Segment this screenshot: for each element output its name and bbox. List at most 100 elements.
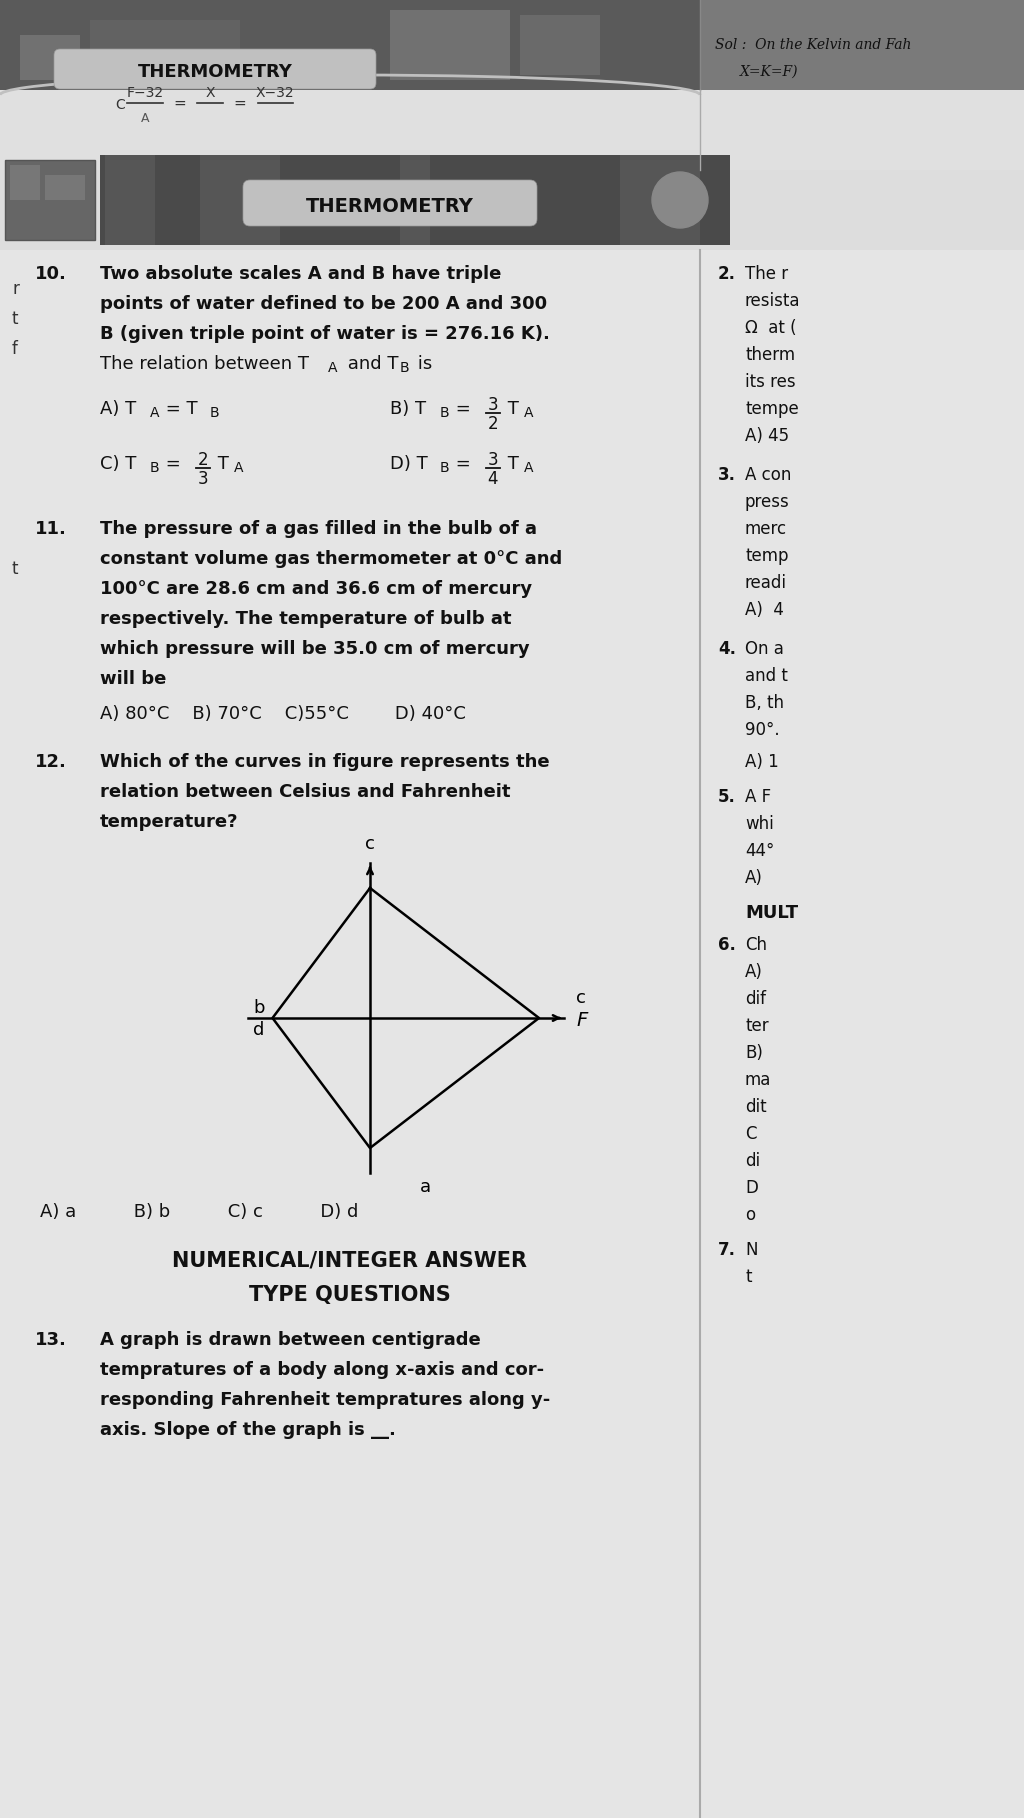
- Text: A: A: [150, 405, 160, 420]
- Bar: [0, 251, 1024, 1818]
- Text: X: X: [205, 85, 215, 100]
- Text: B: B: [210, 405, 219, 420]
- Text: A graph is drawn between centigrade: A graph is drawn between centigrade: [100, 1331, 480, 1349]
- Text: a: a: [420, 1178, 431, 1196]
- Text: press: press: [745, 493, 790, 511]
- Text: temperature?: temperature?: [100, 813, 239, 831]
- Text: A) a          B) b          C) c          D) d: A) a B) b C) c D) d: [40, 1204, 358, 1222]
- Text: c: c: [366, 834, 375, 853]
- Text: B, th: B, th: [745, 694, 784, 713]
- Text: F: F: [575, 1011, 587, 1031]
- Bar: [5, 160, 95, 240]
- Bar: [90, 20, 240, 80]
- Text: T: T: [502, 400, 519, 418]
- Text: =: =: [160, 454, 186, 473]
- Text: A con: A con: [745, 465, 792, 484]
- Text: 13.: 13.: [35, 1331, 67, 1349]
- FancyBboxPatch shape: [243, 180, 537, 225]
- Text: Sol :  On the Kelvin and Fah: Sol : On the Kelvin and Fah: [715, 38, 911, 53]
- Text: therm: therm: [745, 345, 795, 364]
- Text: 2: 2: [487, 415, 499, 433]
- Text: =: =: [450, 454, 476, 473]
- Text: 90°.: 90°.: [745, 722, 779, 738]
- Text: B: B: [150, 462, 160, 474]
- Text: Which of the curves in figure represents the: Which of the curves in figure represents…: [100, 753, 550, 771]
- Text: constant volume gas thermometer at 0°C and: constant volume gas thermometer at 0°C a…: [100, 551, 562, 567]
- Text: =: =: [174, 96, 186, 111]
- Text: A F: A F: [745, 787, 771, 805]
- Text: Two absolute scales A and B have triple: Two absolute scales A and B have triple: [100, 265, 502, 284]
- Text: tempe: tempe: [745, 400, 799, 418]
- Bar: [520, 15, 600, 75]
- Text: On a: On a: [745, 640, 784, 658]
- Circle shape: [652, 173, 708, 227]
- Text: =: =: [233, 96, 247, 111]
- Text: will be: will be: [100, 671, 166, 687]
- Bar: [400, 155, 430, 245]
- Text: 2: 2: [198, 451, 208, 469]
- Text: B) T: B) T: [390, 400, 426, 418]
- Text: X−32: X−32: [256, 85, 294, 100]
- Text: N: N: [745, 1242, 758, 1260]
- Text: tempratures of a body along x-axis and cor-: tempratures of a body along x-axis and c…: [100, 1362, 544, 1380]
- Text: D: D: [745, 1180, 758, 1196]
- Text: f: f: [12, 340, 17, 358]
- Text: dit: dit: [745, 1098, 767, 1116]
- Text: B): B): [745, 1044, 763, 1062]
- Bar: [45, 175, 85, 200]
- Text: relation between Celsius and Fahrenheit: relation between Celsius and Fahrenheit: [100, 784, 511, 802]
- Text: Ω  at (: Ω at (: [745, 318, 797, 336]
- Text: axis. Slope of the graph is __.: axis. Slope of the graph is __.: [100, 1422, 396, 1440]
- Text: 10.: 10.: [35, 265, 67, 284]
- Text: NUMERICAL/INTEGER ANSWER: NUMERICAL/INTEGER ANSWER: [172, 1251, 527, 1271]
- Text: 3: 3: [487, 451, 499, 469]
- Text: B (given triple point of water is = 276.16 K).: B (given triple point of water is = 276.…: [100, 325, 550, 344]
- Text: 7.: 7.: [718, 1242, 736, 1260]
- Text: ma: ma: [745, 1071, 771, 1089]
- Text: readi: readi: [745, 574, 787, 593]
- Text: D) T: D) T: [390, 454, 428, 473]
- Text: C: C: [745, 1125, 757, 1144]
- Text: dif: dif: [745, 991, 766, 1007]
- Text: 12.: 12.: [35, 753, 67, 771]
- Text: THERMOMETRY: THERMOMETRY: [137, 64, 293, 82]
- Text: 3.: 3.: [718, 465, 736, 484]
- Text: t: t: [12, 560, 18, 578]
- Text: T: T: [502, 454, 519, 473]
- Bar: [620, 155, 700, 245]
- Text: 3: 3: [487, 396, 499, 415]
- Bar: [200, 155, 280, 245]
- Text: ter: ter: [745, 1016, 769, 1034]
- Text: 100°C are 28.6 cm and 36.6 cm of mercury: 100°C are 28.6 cm and 36.6 cm of mercury: [100, 580, 532, 598]
- Text: temp: temp: [745, 547, 788, 565]
- Text: The r: The r: [745, 265, 788, 284]
- Text: F−32: F−32: [126, 85, 164, 100]
- Text: A): A): [745, 869, 763, 887]
- Text: responding Fahrenheit tempratures along y-: responding Fahrenheit tempratures along …: [100, 1391, 550, 1409]
- Text: Ch: Ch: [745, 936, 767, 954]
- Text: A: A: [524, 405, 534, 420]
- Text: r: r: [12, 280, 18, 298]
- Text: c: c: [575, 989, 586, 1007]
- Text: t: t: [12, 311, 18, 327]
- Text: 2.: 2.: [718, 265, 736, 284]
- Bar: [0, 0, 700, 91]
- Text: di: di: [745, 1153, 760, 1171]
- Text: A) 45: A) 45: [745, 427, 790, 445]
- FancyBboxPatch shape: [54, 49, 376, 89]
- Text: The pressure of a gas filled in the bulb of a: The pressure of a gas filled in the bulb…: [100, 520, 537, 538]
- Bar: [105, 155, 155, 245]
- Text: = T: = T: [160, 400, 198, 418]
- Text: resista: resista: [745, 293, 801, 311]
- Text: MULT: MULT: [745, 904, 798, 922]
- Text: d: d: [253, 1022, 264, 1040]
- Text: B: B: [440, 462, 450, 474]
- Text: points of water defined to be 200 A and 300: points of water defined to be 200 A and …: [100, 295, 547, 313]
- Text: A: A: [328, 362, 338, 375]
- Text: A: A: [524, 462, 534, 474]
- Text: X=K=F): X=K=F): [740, 65, 799, 78]
- Text: C: C: [115, 98, 125, 113]
- Text: A: A: [234, 462, 244, 474]
- Bar: [10, 165, 40, 200]
- Text: 44°: 44°: [745, 842, 774, 860]
